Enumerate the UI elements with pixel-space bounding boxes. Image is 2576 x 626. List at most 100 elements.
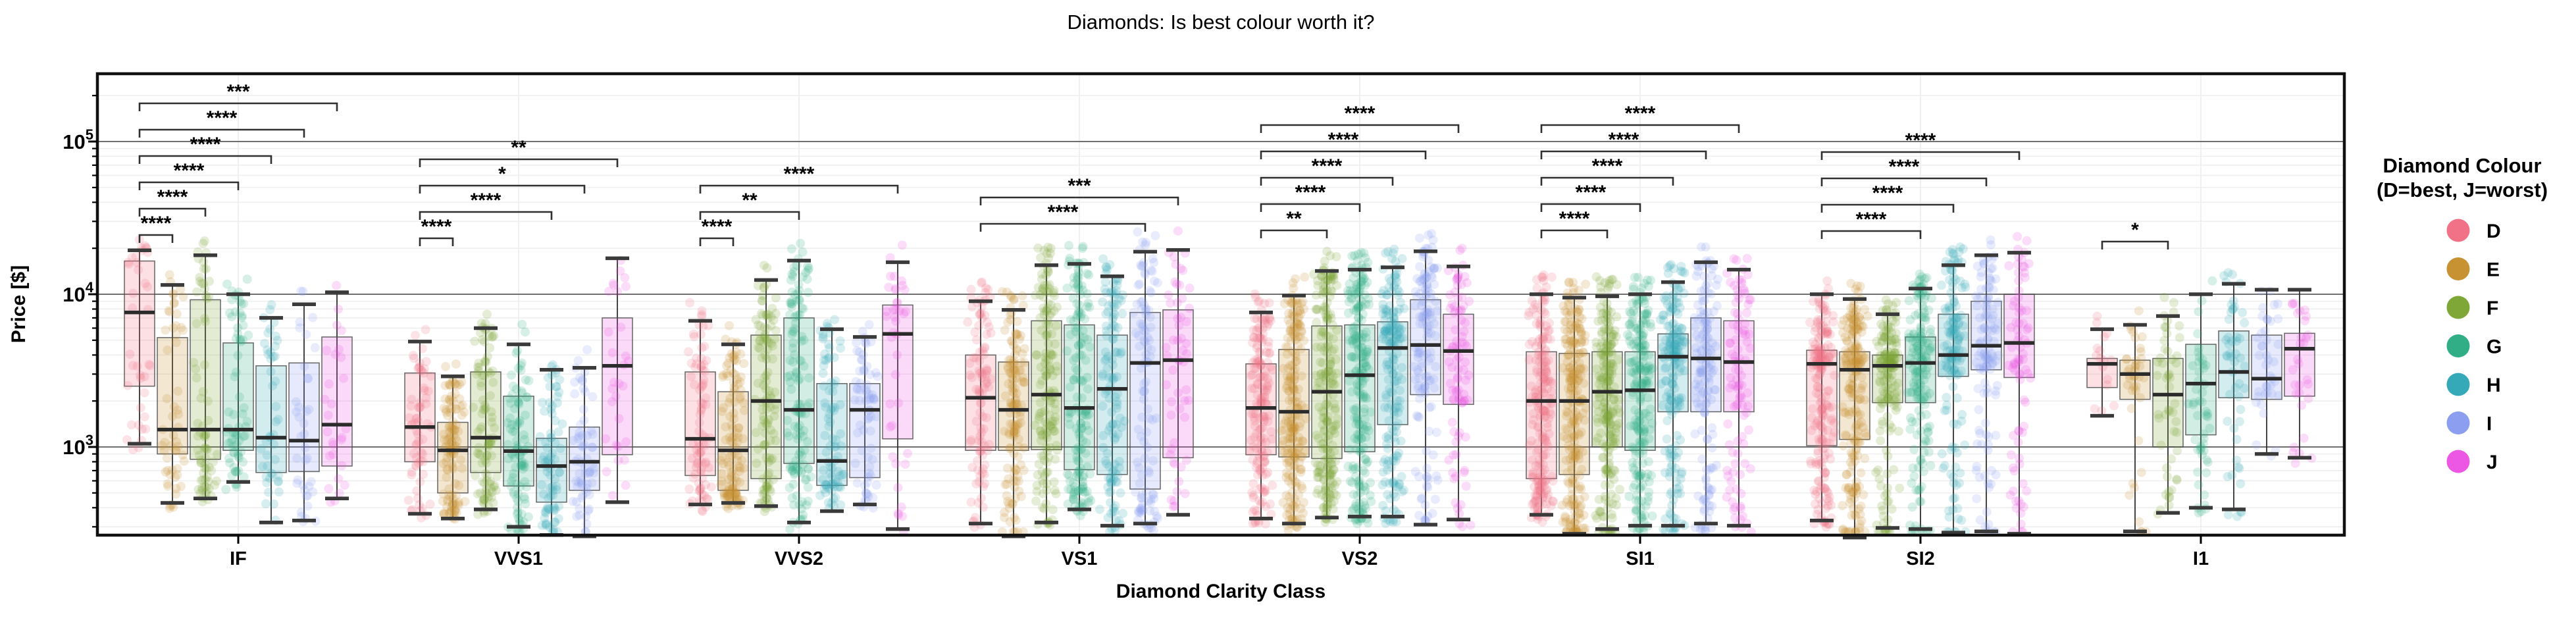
legend-swatch-H — [2446, 373, 2470, 396]
boxplot-VVS2-E — [716, 321, 749, 513]
iqr-box — [190, 299, 221, 460]
sig-stars: **** — [141, 213, 172, 234]
iqr-box — [1096, 334, 1128, 475]
iqr-box — [1278, 349, 1310, 457]
boxplot-VVS2-D — [684, 298, 716, 517]
sig-bracket-VS2-D-F: ** — [1260, 208, 1328, 238]
boxplot-SI1-H — [1655, 259, 1690, 536]
sig-bracket-SI2-D-I: **** — [1820, 156, 1988, 186]
sig-stars: **** — [174, 160, 205, 182]
jitter-points — [601, 255, 633, 500]
jitter-points — [997, 287, 1029, 536]
sig-stars: **** — [1625, 103, 1656, 124]
sig-stars: ** — [742, 190, 758, 211]
iqr-box — [288, 362, 320, 473]
boxplot-IF-E — [157, 270, 189, 513]
iqr-box — [124, 260, 155, 387]
chart-title: Diamonds: Is best colour worth it? — [1068, 11, 1375, 34]
sig-bracket-VVS1-D-H: **** — [419, 190, 553, 220]
jitter-points — [1805, 276, 1840, 532]
legend-label-D: D — [2486, 221, 2501, 242]
legend-item-F: F — [2446, 296, 2498, 319]
sig-bracket-SI1-D-H: **** — [1540, 155, 1674, 186]
jitter-points — [1309, 246, 1342, 527]
x-axis-title: Diamond Clarity Class — [1116, 581, 1326, 602]
sig-bracket-VVS1-D-I: * — [419, 163, 586, 194]
sig-bracket-SI1-D-G: **** — [1540, 182, 1641, 212]
sig-bracket-VS2-D-G: **** — [1260, 182, 1361, 212]
x-tick-label-VVS1: VVS1 — [494, 548, 543, 569]
boxplot-SI1-I — [1689, 242, 1722, 536]
boxplot-VS1-I — [1129, 227, 1162, 535]
jitter-points — [750, 261, 781, 517]
x-tick-label-VVS2: VVS2 — [775, 548, 823, 569]
iqr-box — [1558, 353, 1590, 475]
iqr-box — [1839, 351, 1870, 440]
boxplot-SI1-F — [1591, 272, 1624, 536]
jitter-points — [1129, 227, 1162, 535]
boxplot-I1-I — [2251, 286, 2284, 461]
iqr-box — [2251, 334, 2282, 400]
sig-stars: ** — [511, 137, 527, 159]
legend-label-H: H — [2486, 375, 2501, 396]
boxplot-SI2-I — [1971, 235, 2003, 536]
iqr-box — [321, 336, 353, 467]
boxplot-I1-H — [2218, 268, 2250, 521]
iqr-box — [1806, 350, 1838, 446]
legend-swatch-E — [2446, 257, 2470, 280]
legend-label-F: F — [2486, 298, 2498, 319]
sig-bracket-VVS2-D-E: **** — [699, 216, 734, 246]
jitter-points — [684, 298, 716, 517]
sig-stars: **** — [1559, 208, 1590, 230]
sig-stars: **** — [1856, 209, 1887, 230]
x-tick-label-I1: I1 — [2193, 548, 2209, 569]
iqr-box — [1591, 351, 1623, 448]
sig-bracket-IF-D-J: *** — [138, 81, 338, 111]
sig-bracket-VS2-D-I: **** — [1260, 129, 1427, 159]
iqr-box — [684, 371, 716, 477]
sig-bracket-VS2-D-H: **** — [1260, 155, 1394, 186]
legend-label-J: J — [2486, 452, 2498, 473]
jitter-points — [1443, 244, 1476, 531]
legend-item-H: H — [2446, 373, 2501, 396]
boxplot-I1-G — [2183, 276, 2217, 518]
y-axis-title: Price [$] — [8, 265, 30, 343]
sig-bracket-IF-D-G: **** — [138, 160, 240, 190]
boxplot-SI2-F — [1871, 295, 1905, 536]
jitter-points — [1871, 295, 1905, 536]
boxplot-SI1-E — [1557, 277, 1591, 536]
sig-bracket-VS1-D-I: **** — [979, 201, 1146, 232]
iqr-box — [2185, 344, 2217, 436]
boxplot-I1-D — [2086, 311, 2119, 418]
legend-item-J: J — [2446, 450, 2498, 473]
boxplot-VS2-E — [1276, 272, 1311, 536]
iqr-box — [2284, 332, 2315, 397]
sig-stars: **** — [1905, 130, 1936, 151]
sig-bracket-IF-D-I: **** — [138, 107, 305, 138]
jitter-points — [1161, 226, 1195, 511]
legend-label-I: I — [2486, 413, 2492, 435]
boxplot-VVS2-F — [750, 261, 782, 517]
legend-title-line1: Diamond Colour — [2383, 154, 2541, 177]
iqr-box — [2003, 294, 2035, 378]
boxplot-IF-H — [255, 300, 287, 525]
iqr-box — [750, 334, 782, 479]
y-tick-label: 105 — [63, 126, 93, 153]
iqr-box — [1526, 351, 1557, 479]
iqr-box — [1064, 324, 1095, 471]
legend-item-E: E — [2446, 257, 2500, 281]
boxplot-IF-G — [221, 274, 254, 494]
iqr-box — [1129, 311, 1161, 490]
sig-stars: **** — [784, 163, 815, 185]
sig-bracket-IF-D-H: **** — [138, 134, 272, 164]
boxplot-SI2-H — [1936, 242, 1971, 536]
boxplot-VS2-I — [1408, 228, 1443, 527]
legend-swatch-I — [2446, 411, 2470, 434]
legend-swatch-F — [2446, 296, 2470, 319]
boxplot-VVS1-E — [437, 359, 470, 524]
boxplot-VVS1-J — [601, 255, 633, 504]
sig-bracket-SI2-D-J: **** — [1820, 130, 2021, 160]
boxplot-VVS1-G — [503, 319, 534, 536]
iqr-box — [717, 391, 749, 491]
sig-stars: **** — [1295, 182, 1326, 203]
